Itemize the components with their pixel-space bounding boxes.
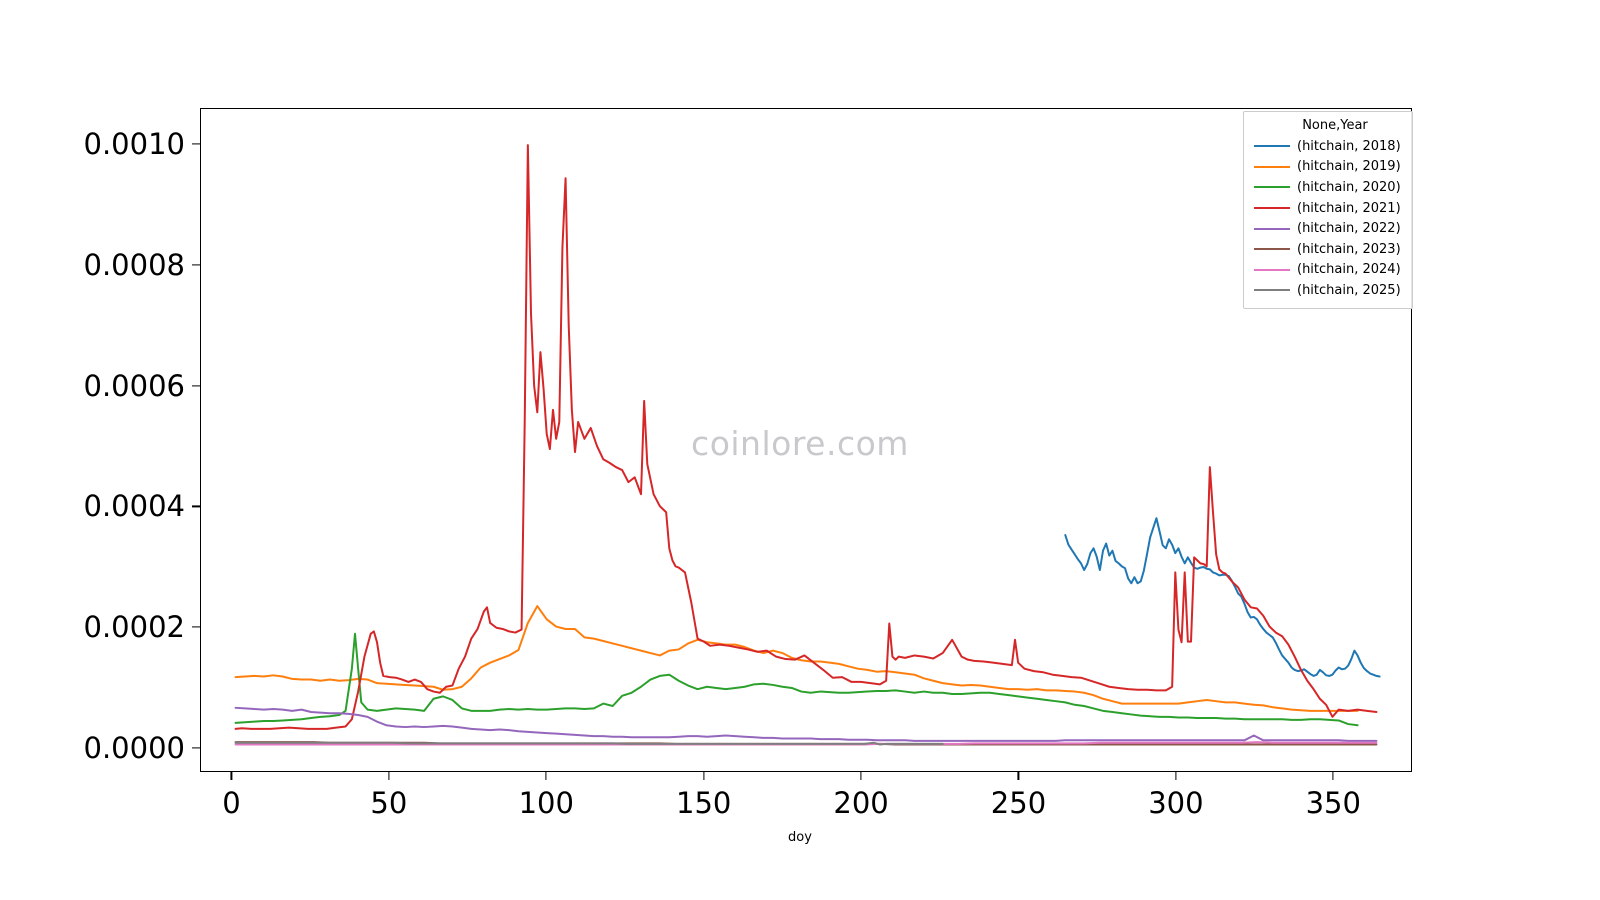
y-tick-label: 0.0010 [83,127,185,162]
x-tick-mark [1017,772,1020,780]
y-tick-mark [192,385,200,387]
legend-item-label: (hitchain, 2025) [1297,282,1401,298]
y-tick-mark [192,626,200,628]
x-tick-label: 350 [1305,786,1361,820]
x-tick-mark [1332,772,1334,780]
legend-color-swatch [1254,186,1290,189]
legend-color-swatch [1254,248,1290,251]
x-tick-label: 50 [370,786,408,820]
legend-item[interactable]: (hitchain, 2023) [1250,239,1406,260]
chart-legend: None,Year (hitchain, 2018) (hitchain, 201… [1243,111,1413,309]
x-tick-label: 0 [222,786,241,820]
legend-color-swatch [1254,145,1290,148]
legend-color-swatch [1254,165,1290,168]
series-line [236,634,1358,725]
legend-title: None,Year [1302,118,1368,133]
series-line [236,145,1377,729]
x-tick-mark [860,772,862,780]
legend-color-swatch [1254,227,1290,230]
x-tick-label: 250 [990,786,1047,820]
legend-item[interactable]: (hitchain, 2024) [1250,260,1406,281]
legend-item[interactable]: (hitchain, 2018) [1250,136,1406,157]
x-tick-label: 300 [1148,786,1204,820]
legend-item-label: (hitchain, 2023) [1297,241,1401,257]
y-tick-label: 0.0004 [83,489,185,524]
legend-rows: (hitchain, 2018) (hitchain, 2019) (hitchai… [1250,136,1406,301]
series-line [236,708,1377,741]
legend-color-swatch [1254,268,1290,271]
x-tick-mark [230,772,233,780]
series-lines [201,109,1411,771]
y-tick-mark [192,747,200,749]
y-tick-mark [192,505,200,507]
y-tick-label: 0.0002 [83,610,185,645]
y-tick-label: 0.0008 [83,247,185,282]
legend-item[interactable]: (hitchain, 2019) [1250,157,1406,178]
x-tick-label: 200 [833,786,889,820]
legend-color-swatch [1254,207,1290,210]
legend-item[interactable]: (hitchain, 2020) [1250,177,1406,198]
x-axis-label: doy [788,830,812,845]
x-tick-label: 100 [518,786,574,820]
x-tick-label: 150 [676,786,732,820]
legend-item-label: (hitchain, 2019) [1297,159,1401,175]
plot-area [200,108,1412,772]
x-tick-mark [1175,772,1177,780]
legend-item-label: (hitchain, 2021) [1297,200,1401,216]
legend-item-label: (hitchain, 2018) [1297,138,1401,154]
series-line [236,743,943,745]
y-tick-label: 0.0000 [83,730,185,765]
y-tick-label: 0.0006 [83,368,185,403]
legend-item-label: (hitchain, 2022) [1297,221,1401,237]
legend-color-swatch [1254,289,1290,292]
legend-item-label: (hitchain, 2024) [1297,262,1401,278]
legend-item[interactable]: (hitchain, 2022) [1250,218,1406,239]
legend-item[interactable]: (hitchain, 2025) [1250,280,1406,301]
x-tick-mark [703,772,705,780]
y-tick-mark [192,264,200,266]
legend-item-label: (hitchain, 2020) [1297,179,1401,195]
x-tick-mark [545,772,547,780]
series-line [1065,518,1379,676]
x-tick-mark [388,772,390,780]
legend-item[interactable]: (hitchain, 2021) [1250,198,1406,219]
y-tick-mark [192,143,200,145]
